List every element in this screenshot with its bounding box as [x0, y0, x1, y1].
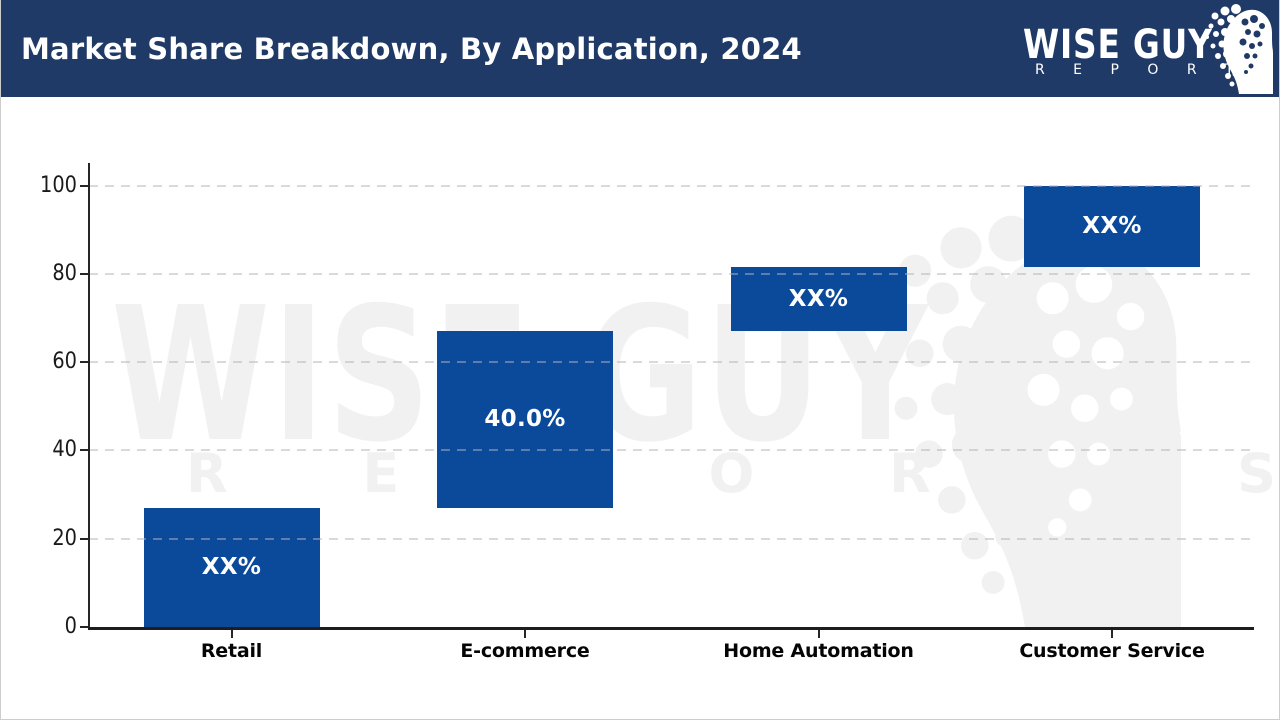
y-tick-mark-100	[80, 184, 88, 187]
bar-value-label-home-automation: XX%	[788, 286, 849, 313]
x-tick-mark-retail	[230, 630, 233, 638]
y-tick-label-60: 60	[52, 349, 77, 375]
bar-value-label-e-commerce: 40.0%	[484, 406, 566, 433]
bar-home-automation: XX%	[730, 267, 907, 332]
chart-title: Market Share Breakdown, By Application, …	[21, 31, 802, 66]
logo-text-reports: R E P O R T S	[1035, 62, 1280, 78]
bar-value-label-retail: XX%	[201, 554, 262, 581]
x-category-label-e-commerce: E-commerce	[460, 640, 590, 662]
y-tick-mark-0	[80, 626, 88, 628]
bar-value-label-customer-service: XX%	[1082, 213, 1142, 240]
x-category-label-retail: Retail	[200, 640, 263, 662]
x-tick-mark-e-commerce	[524, 630, 526, 638]
bar-retail: XX%	[143, 507, 320, 627]
y-tick-label-0: 0	[64, 614, 77, 639]
header-bar: Market Share Breakdown, By Application, …	[1, 0, 1279, 97]
x-tick-mark-customer-service	[1111, 630, 1113, 638]
y-tick-mark-20	[80, 537, 88, 540]
bar-e-commerce: 40.0%	[437, 331, 613, 508]
y-tick-label-80: 80	[52, 260, 77, 286]
x-tick-mark-home-automation	[817, 630, 820, 638]
head-profile-dots-icon	[1205, 4, 1273, 94]
y-tick-label-40: 40	[52, 437, 77, 463]
y-tick-label-20: 20	[52, 525, 77, 551]
y-axis-spine	[88, 163, 90, 630]
y-tick-mark-80	[80, 272, 88, 275]
x-category-label-customer-service: Customer Service	[1019, 640, 1205, 662]
y-tick-label-100: 100	[40, 172, 77, 198]
y-tick-mark-60	[80, 361, 88, 364]
logo-text-wiseguy: WISE GUY	[1023, 22, 1213, 68]
y-tick-mark-40	[80, 449, 88, 452]
x-axis-spine	[88, 627, 1254, 630]
x-category-label-home-automation: Home Automation	[723, 640, 914, 662]
wiseguy-logo: WISE GUY R E P O R T S	[1023, 0, 1273, 97]
